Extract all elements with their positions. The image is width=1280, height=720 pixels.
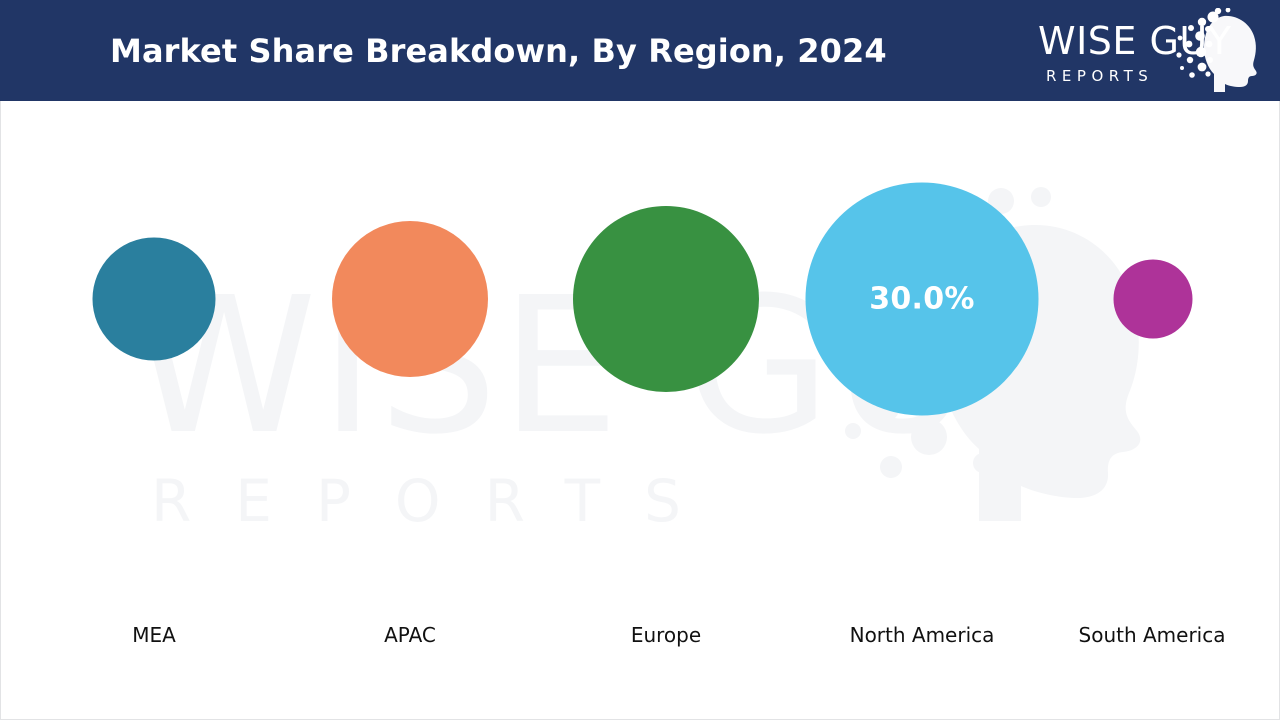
header-band: Market Share Breakdown, By Region, 2024 … [0,0,1280,101]
wise-guy-reports-logo: WISE GUY REPORTS [1032,8,1262,94]
category-label-europe: Europe [630,623,702,647]
bubble-value-north-america: 30.0% [869,281,975,317]
category-label-mea: MEA [132,623,176,647]
category-label-apac: APAC [384,623,436,647]
bubble-south-america[interactable] [1113,259,1193,339]
bubble-layer: 30.0% [1,101,1279,719]
category-label-south-america: South America [1078,623,1226,647]
bubble-north-america[interactable]: 30.0% [805,182,1039,416]
bubble-mea[interactable] [92,237,216,361]
svg-text:REPORTS: REPORTS [1046,67,1153,85]
wise-guy-head-icon [1176,8,1257,92]
bubble-europe[interactable] [573,206,759,392]
page-title: Market Share Breakdown, By Region, 2024 [110,31,887,70]
bubble-apac[interactable] [332,221,488,377]
category-label-north-america: North America [849,623,995,647]
plot-area: WISE GUY REPORTS [0,101,1280,720]
